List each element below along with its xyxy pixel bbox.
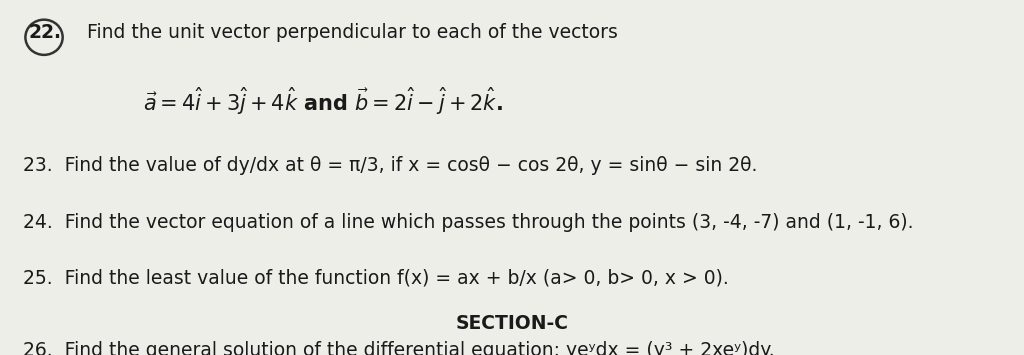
Text: $\vec{a} = 4\hat{i} + 3\hat{j} + 4\hat{k}$ and $\vec{b} = 2\hat{i} - \hat{j} + 2: $\vec{a} = 4\hat{i} + 3\hat{j} + 4\hat{k… bbox=[143, 85, 503, 117]
Text: 22.: 22. bbox=[29, 23, 61, 42]
Text: 25.  Find the least value of the function f(x) = ax + b/x (a> 0, b> 0, x > 0).: 25. Find the least value of the function… bbox=[23, 268, 728, 287]
Text: Find the unit vector perpendicular to each of the vectors: Find the unit vector perpendicular to ea… bbox=[87, 23, 617, 42]
Text: SECTION-C: SECTION-C bbox=[456, 314, 568, 333]
Text: 26.  Find the general solution of the differential equation: yeʸdx = (y³ + 2xeʸ): 26. Find the general solution of the dif… bbox=[23, 341, 774, 355]
Text: 23.  Find the value of dy/dx at θ = π/3, if x = cosθ − cos 2θ, y = sinθ − sin 2θ: 23. Find the value of dy/dx at θ = π/3, … bbox=[23, 156, 757, 175]
Text: 24.  Find the vector equation of a line which passes through the points (3, -4, : 24. Find the vector equation of a line w… bbox=[23, 213, 913, 232]
